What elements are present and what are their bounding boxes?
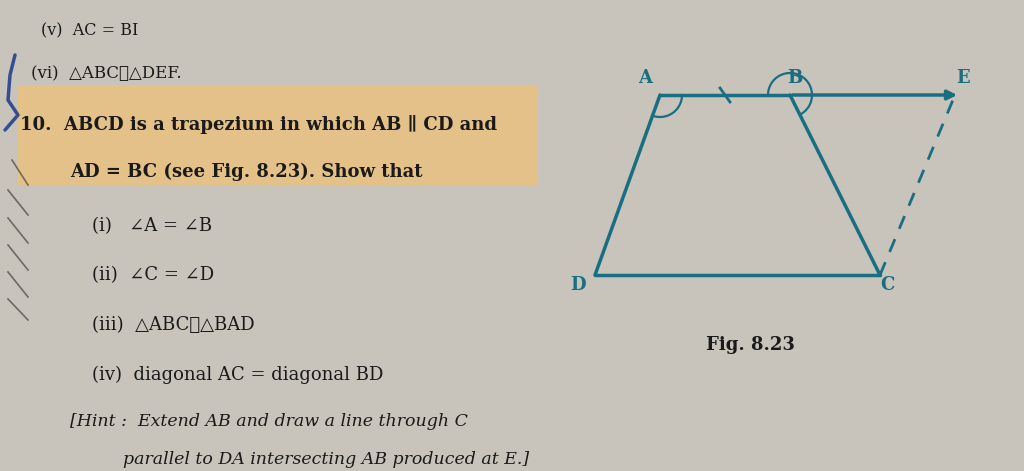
Bar xyxy=(18,85,538,185)
Text: A: A xyxy=(638,69,652,87)
Text: (v)  AC = BI: (v) AC = BI xyxy=(41,22,138,39)
Text: (i)   ∠A = ∠B: (i) ∠A = ∠B xyxy=(92,217,212,235)
Text: (iv)  diagonal AC = diagonal BD: (iv) diagonal AC = diagonal BD xyxy=(92,365,384,383)
Text: C: C xyxy=(880,276,894,294)
Text: E: E xyxy=(956,69,970,87)
Text: Fig. 8.23: Fig. 8.23 xyxy=(706,336,795,354)
Text: B: B xyxy=(787,69,803,87)
Text: (ii)  ∠C = ∠D: (ii) ∠C = ∠D xyxy=(92,267,214,284)
Text: D: D xyxy=(570,276,586,294)
Text: AD = BC (see Fig. 8.23). Show that: AD = BC (see Fig. 8.23). Show that xyxy=(70,163,422,181)
Text: 10.  ABCD is a trapezium in which AB ∥ CD and: 10. ABCD is a trapezium in which AB ∥ CD… xyxy=(20,115,498,134)
Text: [Hint :  Extend AB and draw a line through C: [Hint : Extend AB and draw a line throug… xyxy=(70,413,468,430)
Text: parallel to DA intersecting AB produced at E.]: parallel to DA intersecting AB produced … xyxy=(123,451,529,468)
Text: (vi)  △ABC≅△DEF.: (vi) △ABC≅△DEF. xyxy=(31,65,181,81)
Text: (iii)  △ABC≅△BAD: (iii) △ABC≅△BAD xyxy=(92,316,255,334)
